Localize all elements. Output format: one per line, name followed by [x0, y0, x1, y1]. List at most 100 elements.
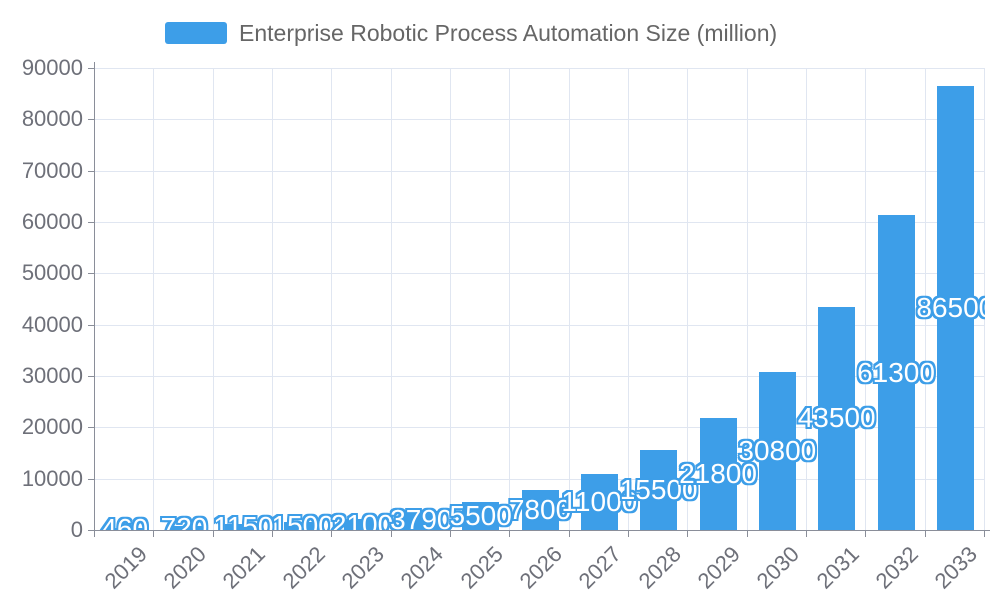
v-gridline: [746, 68, 748, 530]
y-axis-label: 60000: [21, 209, 83, 234]
bar-value-label: 1150: [213, 511, 274, 530]
y-axis-tick: [88, 273, 94, 275]
bar-2029[interactable]: [699, 418, 737, 530]
bar-2025[interactable]: [462, 501, 500, 530]
v-gridline: [984, 68, 985, 530]
x-axis-label-2033: 2033: [930, 541, 983, 594]
bar-2031[interactable]: [818, 306, 856, 530]
bar-value-label: 460: [101, 512, 149, 530]
v-gridline: [390, 68, 392, 530]
h-gridline: [95, 273, 985, 275]
v-gridline: [687, 68, 689, 530]
y-axis-tick: [88, 68, 94, 69]
x-axis-tick: [568, 531, 570, 537]
v-gridline: [153, 68, 155, 530]
v-gridline: [865, 68, 867, 530]
bar-value-label: 720: [160, 512, 208, 530]
x-axis-line: [89, 530, 990, 531]
h-gridline: [95, 222, 985, 223]
bar-2027[interactable]: [580, 473, 618, 530]
bar-2032[interactable]: [877, 215, 915, 530]
h-gridline: [95, 170, 985, 172]
plot-area: 460 720 1150 1500 2100 3790 5500 7800 11000 15500…: [95, 68, 985, 530]
bar-2022[interactable]: [284, 522, 322, 530]
v-gridline: [568, 68, 570, 530]
bar-value-label: 61300: [857, 356, 935, 388]
x-axis-tick: [746, 531, 748, 537]
x-axis-tick: [687, 531, 689, 537]
x-axis-tick: [806, 531, 807, 537]
x-axis-label-2020: 2020: [158, 541, 211, 594]
h-gridline: [95, 68, 985, 69]
x-axis-tick: [924, 531, 926, 537]
x-axis-label-2022: 2022: [277, 541, 330, 594]
y-axis-label: 80000: [21, 106, 83, 132]
x-axis-tick: [212, 531, 214, 537]
legend-label: Enterprise Robotic Process Automation Si…: [239, 20, 778, 46]
y-axis-tick: [88, 222, 94, 223]
bar-value-label: 21800: [679, 458, 757, 490]
y-axis-tick: [88, 324, 94, 326]
bar-value-label: 7800: [508, 493, 572, 525]
bar-value-label: 5500: [449, 499, 512, 530]
x-axis-tick: [984, 531, 985, 537]
x-axis-label-2024: 2024: [396, 541, 449, 594]
x-axis-tick: [628, 531, 629, 537]
h-gridline: [95, 324, 985, 326]
x-axis-tick: [331, 531, 333, 537]
y-axis-tick: [88, 170, 94, 172]
v-gridline: [331, 68, 333, 530]
x-axis-tick: [390, 531, 392, 537]
y-axis-tick: [88, 119, 94, 121]
y-axis-label: 90000: [21, 55, 83, 80]
v-gridline: [212, 68, 214, 530]
bar-2033[interactable]: [936, 85, 974, 530]
bar-2021[interactable]: [224, 524, 262, 530]
y-axis-tick: [88, 427, 94, 429]
v-gridline: [924, 68, 926, 530]
bar-2019[interactable]: [106, 527, 144, 530]
bar-2024[interactable]: [402, 510, 440, 530]
h-gridline: [95, 427, 985, 429]
y-axis-label: 20000: [21, 414, 83, 440]
bar-value-label: 1500: [271, 510, 334, 530]
v-gridline: [806, 68, 807, 530]
y-axis-label: 30000: [21, 363, 83, 388]
x-axis-label-2019: 2019: [99, 541, 152, 594]
h-gridline: [95, 119, 985, 121]
bar-2020[interactable]: [165, 526, 203, 530]
v-gridline: [628, 68, 629, 530]
bar-value-label: 11000: [561, 485, 638, 517]
y-axis-label: 0: [70, 517, 83, 542]
x-axis-tick: [865, 531, 867, 537]
bar-value-label: 3790: [390, 504, 453, 530]
v-gridline: [509, 68, 511, 530]
x-axis-label-2028: 2028: [633, 541, 686, 594]
x-axis-tick: [509, 531, 511, 537]
y-axis-tick: [88, 478, 94, 480]
bar-2023[interactable]: [343, 519, 381, 530]
x-axis-label-2023: 2023: [336, 541, 389, 594]
y-axis-label: 50000: [21, 260, 83, 286]
x-axis-label-2029: 2029: [692, 541, 745, 594]
legend-marker-swatch: [165, 22, 227, 44]
legend-item[interactable]: Enterprise Robotic Process Automation Si…: [165, 20, 777, 46]
v-gridline: [272, 68, 273, 530]
bar-2026[interactable]: [521, 489, 559, 530]
y-axis-line: [94, 62, 95, 536]
bar-2028[interactable]: [640, 450, 678, 530]
x-axis-label-2025: 2025: [455, 541, 508, 594]
x-axis-tick: [450, 531, 451, 537]
x-axis-label-2021: 2021: [218, 541, 271, 594]
x-axis-label-2032: 2032: [870, 541, 923, 594]
bar-value-label: 15500: [619, 474, 698, 506]
x-axis-tick: [272, 531, 273, 537]
bar-value-label: 43500: [797, 402, 876, 434]
bar-value-label: 2100: [330, 508, 394, 530]
bar-2030[interactable]: [758, 371, 796, 530]
x-axis-tick: [153, 531, 155, 537]
x-axis-label-2027: 2027: [574, 541, 627, 594]
y-axis-label: 10000: [21, 465, 83, 491]
x-axis-label-2026: 2026: [514, 541, 567, 594]
